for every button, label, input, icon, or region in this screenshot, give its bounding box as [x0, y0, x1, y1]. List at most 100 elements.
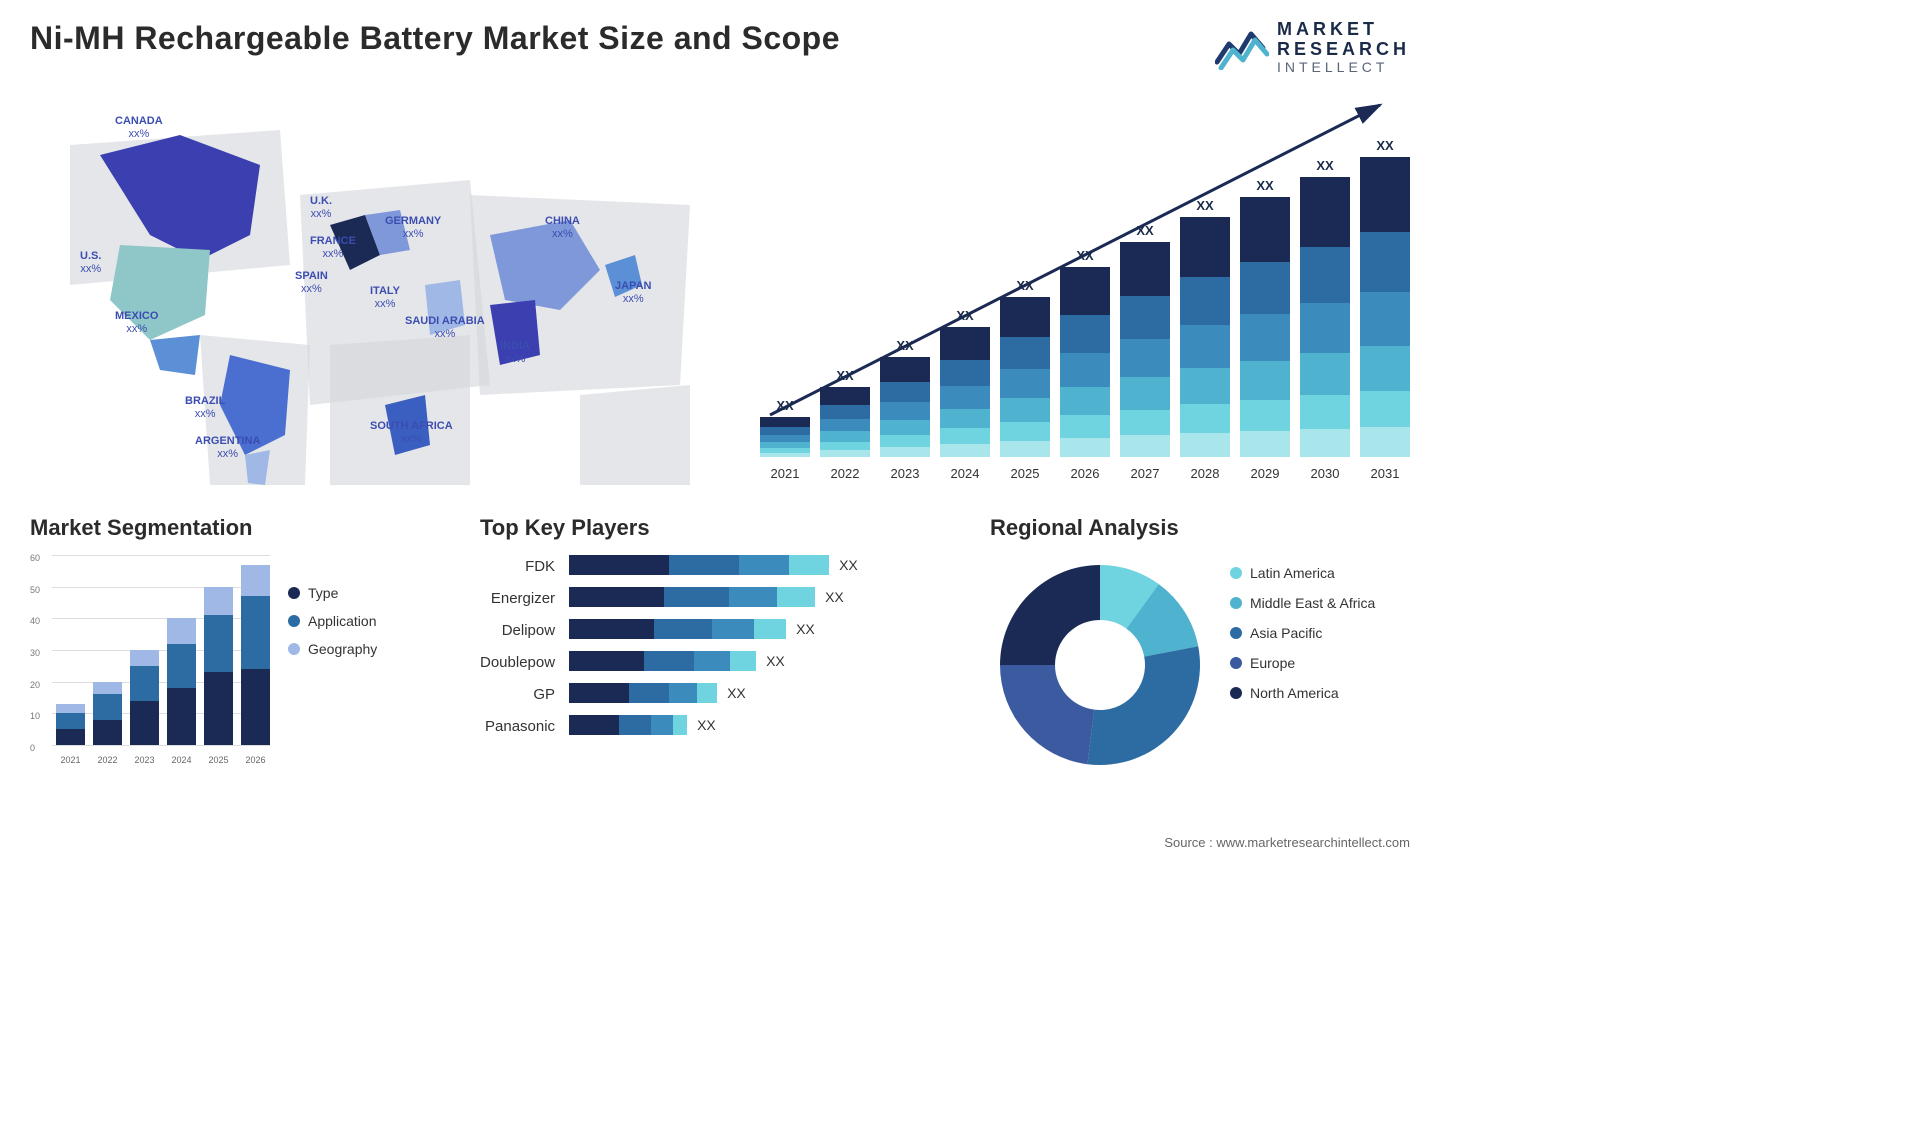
player-bar-segment [777, 587, 815, 607]
donut-segment [1000, 665, 1094, 764]
forecast-bar: XX [1300, 158, 1350, 457]
seg-bar-segment [167, 688, 196, 745]
top-row: CANADAxx% U.S.xx% MEXICOxx% BRAZILxx% ARGENT… [30, 85, 1410, 485]
players-chart: XXXXXXXXXXXX [569, 555, 960, 737]
seg-bar-segment [130, 650, 159, 666]
region-legend-item: Europe [1230, 655, 1375, 671]
forecast-bar-segment [1120, 377, 1170, 409]
player-value-label: XX [825, 589, 844, 605]
forecast-bar-segment [1060, 438, 1110, 457]
logo-line1: MARKET [1277, 20, 1410, 40]
map-label: CHINAxx% [545, 215, 580, 241]
players-names: FDKEnergizerDelipowDoublepowGPPanasonic [480, 555, 555, 737]
forecast-bar-segment [1300, 303, 1350, 353]
player-bar-segment [739, 555, 789, 575]
map-label: U.K.xx% [310, 195, 332, 221]
forecast-bar-segment [880, 402, 930, 420]
forecast-bar: XX [1000, 278, 1050, 457]
forecast-year-label: 2028 [1180, 466, 1230, 481]
seg-ytick: 0 [30, 743, 35, 753]
seg-bar-segment [167, 644, 196, 688]
player-bar-row: XX [569, 555, 960, 575]
forecast-bar-segment [880, 435, 930, 447]
forecast-bar-segment [1060, 387, 1110, 416]
seg-bar-segment [204, 587, 233, 616]
logo-line2: RESEARCH [1277, 40, 1410, 60]
regional-legend: Latin AmericaMiddle East & AfricaAsia Pa… [1230, 555, 1375, 775]
segmentation-panel: Market Segmentation 01020304050602021202… [30, 515, 450, 775]
forecast-bar: XX [820, 368, 870, 457]
player-bar-segment [712, 619, 754, 639]
forecast-bar-segment [1240, 262, 1290, 314]
player-bar-segment [629, 683, 669, 703]
legend-label: Asia Pacific [1250, 625, 1322, 641]
page-title: Ni-MH Rechargeable Battery Market Size a… [30, 20, 840, 57]
player-bar-segment [730, 651, 756, 671]
legend-dot-icon [1230, 687, 1242, 699]
seg-bar-segment [204, 672, 233, 745]
forecast-bar-segment [820, 442, 870, 450]
player-bar-segment [569, 555, 669, 575]
forecast-bar-segment [1240, 400, 1290, 431]
forecast-bar-label: XX [1196, 198, 1213, 213]
legend-label: Europe [1250, 655, 1295, 671]
forecast-bar-segment [1240, 431, 1290, 457]
forecast-bar-segment [1120, 339, 1170, 378]
seg-bar [167, 618, 196, 745]
player-bar-segment [569, 715, 619, 735]
forecast-bar-segment [1000, 422, 1050, 441]
forecast-bar-label: XX [1076, 248, 1093, 263]
seg-legend-item: Type [288, 585, 377, 601]
map-label: BRAZILxx% [185, 395, 225, 421]
player-name: Panasonic [485, 717, 555, 737]
seg-bar-segment [204, 615, 233, 672]
forecast-bar: XX [1180, 198, 1230, 457]
seg-bar [130, 650, 159, 745]
map-label: JAPANxx% [615, 280, 651, 306]
forecast-bar-segment [1360, 157, 1410, 232]
forecast-bar-segment [760, 417, 810, 427]
player-bar-segment [669, 683, 697, 703]
seg-bar-segment [93, 694, 122, 719]
forecast-bar: XX [1120, 223, 1170, 457]
seg-bar [93, 682, 122, 745]
donut-segment [1000, 565, 1100, 665]
seg-year-label: 2022 [93, 755, 122, 765]
forecast-bar-segment [940, 327, 990, 360]
forecast-bar-segment [760, 427, 810, 435]
player-bar-row: XX [569, 651, 960, 671]
forecast-bar-segment [1300, 177, 1350, 247]
forecast-year-label: 2021 [760, 466, 810, 481]
forecast-bar-segment [820, 405, 870, 419]
map-label: MEXICOxx% [115, 310, 158, 336]
forecast-bar-label: XX [1016, 278, 1033, 293]
forecast-chart: XXXXXXXXXXXXXXXXXXXXXX 20212022202320242… [740, 85, 1410, 485]
forecast-bar-segment [820, 450, 870, 457]
forecast-bar-segment [1240, 314, 1290, 361]
map-label: U.S.xx% [80, 250, 101, 276]
regional-donut [990, 555, 1210, 775]
seg-year-label: 2025 [204, 755, 233, 765]
player-value-label: XX [766, 653, 785, 669]
seg-ytick: 30 [30, 648, 40, 658]
forecast-year-label: 2026 [1060, 466, 1110, 481]
forecast-bar-segment [820, 387, 870, 405]
seg-bar-segment [130, 701, 159, 745]
forecast-bar: XX [760, 398, 810, 457]
forecast-bar-segment [1360, 232, 1410, 292]
player-bar-segment [569, 587, 664, 607]
forecast-year-label: 2023 [880, 466, 930, 481]
map-label: CANADAxx% [115, 115, 163, 141]
forecast-bar-segment [1300, 395, 1350, 429]
seg-bar [56, 704, 85, 745]
forecast-bar-segment [880, 447, 930, 457]
player-bar-row: XX [569, 619, 960, 639]
forecast-bar-segment [1360, 292, 1410, 346]
player-bar-segment [789, 555, 829, 575]
player-name: Doublepow [480, 653, 555, 673]
forecast-bar-segment [940, 360, 990, 386]
forecast-bar-segment [1180, 404, 1230, 433]
map-label: SAUDI ARABIAxx% [405, 315, 485, 341]
legend-dot-icon [1230, 567, 1242, 579]
map-label: ARGENTINAxx% [195, 435, 260, 461]
